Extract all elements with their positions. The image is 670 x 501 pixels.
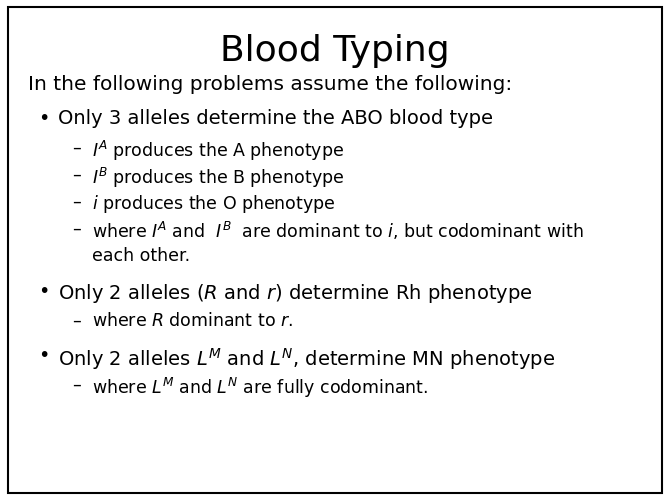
Text: –: – [72, 219, 81, 237]
Text: $\mathit{I}^A$ produces the A phenotype: $\mathit{I}^A$ produces the A phenotype [92, 139, 344, 163]
Text: –: – [72, 192, 81, 210]
Text: •: • [38, 282, 50, 301]
Text: In the following problems assume the following:: In the following problems assume the fol… [28, 75, 513, 94]
Text: •: • [38, 345, 50, 364]
Text: –: – [72, 312, 81, 329]
Text: –: – [72, 166, 81, 184]
Text: –: – [72, 375, 81, 393]
Text: Blood Typing: Blood Typing [220, 34, 450, 68]
Text: where $\mathit{L}^M$ and $\mathit{L}^N$ are fully codominant.: where $\mathit{L}^M$ and $\mathit{L}^N$ … [92, 375, 428, 399]
Text: each other.: each other. [92, 246, 190, 265]
Text: Only 3 alleles determine the ABO blood type: Only 3 alleles determine the ABO blood t… [58, 109, 493, 128]
Text: $\mathit{i}$ produces the O phenotype: $\mathit{i}$ produces the O phenotype [92, 192, 336, 214]
Text: –: – [72, 139, 81, 157]
Text: where $\mathit{R}$ dominant to $\mathit{r}$.: where $\mathit{R}$ dominant to $\mathit{… [92, 312, 293, 329]
Text: $\mathit{I}^B$ produces the B phenotype: $\mathit{I}^B$ produces the B phenotype [92, 166, 344, 190]
Text: •: • [38, 109, 50, 128]
Text: where $\mathit{I}^A$ and  $\mathit{I}^B$  are dominant to $\mathit{i}$, but codo: where $\mathit{I}^A$ and $\mathit{I}^B$ … [92, 219, 584, 241]
FancyBboxPatch shape [8, 8, 662, 493]
Text: Only 2 alleles ($\mathit{R}$ and $\mathit{r}$) determine Rh phenotype: Only 2 alleles ($\mathit{R}$ and $\mathi… [58, 282, 533, 305]
Text: Only 2 alleles $\mathit{L}^M$ and $\mathit{L}^N$, determine MN phenotype: Only 2 alleles $\mathit{L}^M$ and $\math… [58, 345, 555, 371]
